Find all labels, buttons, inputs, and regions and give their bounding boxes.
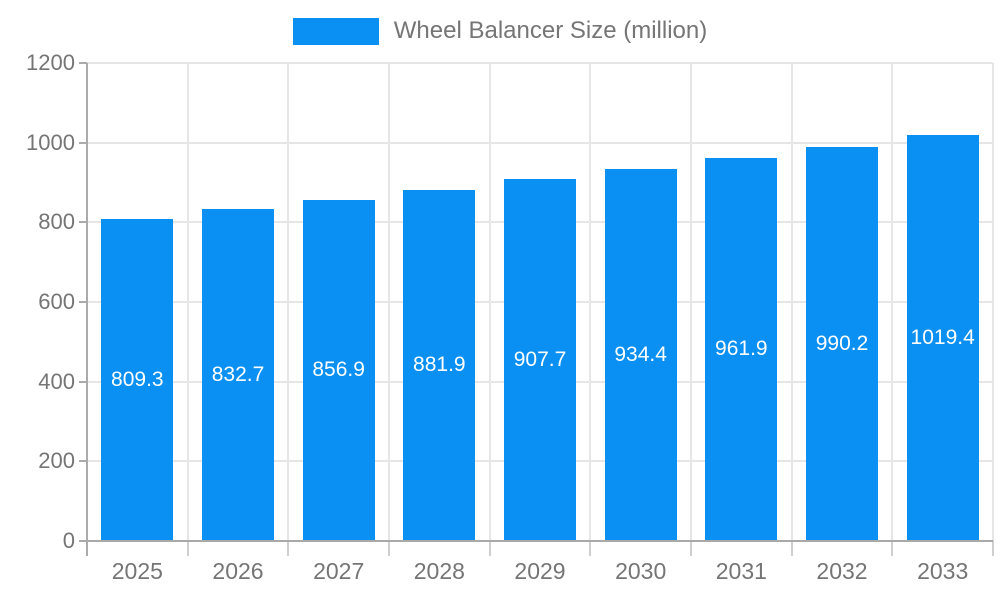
y-axis-tick [79,221,87,224]
legend-label: Wheel Balancer Size (million) [393,17,708,44]
bar-value-label: 881.9 [413,353,466,377]
bar[interactable] [101,218,174,541]
y-axis-line [86,63,88,556]
y-axis-tick-label: 600 [38,289,75,314]
bar[interactable] [504,179,576,541]
bar[interactable] [302,199,375,541]
x-axis-tick-label: 2026 [212,558,264,584]
bar-value-label: 990.2 [815,331,869,355]
x-axis-tick [287,541,290,556]
bar-value-label: 907.7 [513,348,567,372]
y-axis-tick-label: 1200 [26,50,75,75]
bar[interactable] [705,157,778,541]
vertical-gridline [690,63,692,541]
x-axis-tick-label: 2028 [413,558,465,584]
y-axis-tick-label: 800 [38,209,75,235]
legend[interactable]: Wheel Balancer Size (million) [0,15,1000,47]
x-axis-tick-label: 2027 [313,558,365,584]
vertical-gridline [287,63,290,541]
y-axis-tick [79,62,87,64]
bar[interactable] [604,168,677,541]
vertical-gridline [186,63,189,541]
y-axis-tick [79,380,87,383]
y-axis-tick [79,301,87,303]
vertical-gridline [891,63,894,541]
vertical-gridline [790,63,793,541]
x-axis-tick [488,541,491,556]
bar[interactable] [202,209,274,541]
x-axis-tick-label: 2025 [111,558,163,584]
vertical-gridline [488,63,491,541]
bar[interactable] [403,189,476,541]
bar-value-label: 1019.4 [910,325,975,349]
horizontal-gridline [87,141,993,144]
y-axis-tick-label: 200 [38,448,75,474]
x-axis-tick [891,541,894,556]
y-axis-tick-label: 400 [38,368,75,394]
bar-value-label: 809.3 [111,367,164,391]
x-axis-tick-label: 2031 [715,558,767,584]
bar-value-label: 856.9 [312,358,365,382]
plot-area: 809.3 832.7 856.9 881.9 907.7 934.4 961.9 990.2… [87,62,994,541]
x-axis-tick-label: 2033 [917,558,969,584]
bar[interactable] [906,134,979,541]
bar-value-label: 961.9 [715,337,768,361]
bar-value-label: 832.7 [211,363,265,387]
y-axis-tick-label: 0 [62,528,75,553]
y-axis-tick-label: 1000 [26,129,75,155]
x-axis-tick [589,541,592,556]
x-axis-tick [388,541,390,556]
x-axis-tick [790,541,793,556]
vertical-gridline [589,63,592,541]
x-axis-tick-label: 2032 [816,558,868,584]
x-axis-line [79,540,993,542]
bar-value-label: 934.4 [614,342,667,366]
x-axis-tick-label: 2029 [514,558,566,584]
bar[interactable] [806,146,878,541]
x-axis-tick [690,541,692,556]
vertical-gridline [388,63,390,541]
vertical-gridline [992,63,994,541]
legend-swatch-icon [292,17,379,45]
horizontal-gridline [87,62,993,64]
x-axis-tick [992,541,994,556]
y-axis-tick [79,460,87,463]
x-axis-tick [186,541,189,556]
y-axis-tick [79,141,87,144]
x-axis-tick-label: 2030 [615,558,667,584]
